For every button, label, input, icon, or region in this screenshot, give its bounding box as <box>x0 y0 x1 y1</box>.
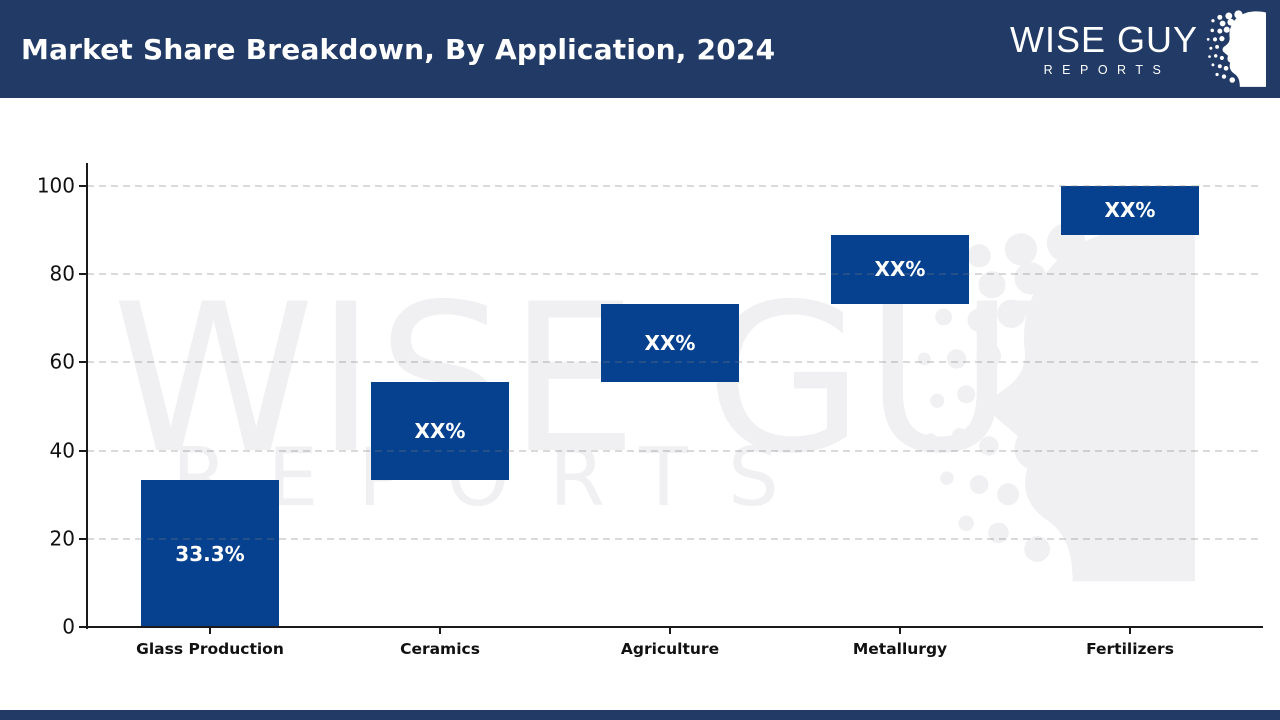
bar-value-label: XX% <box>414 418 466 443</box>
x-category-label: Agriculture <box>620 640 720 658</box>
y-tick-label: 20 <box>49 526 75 551</box>
bar-glass-production <box>141 480 279 627</box>
y-tick-mark <box>79 537 86 540</box>
y-tick-mark <box>79 273 86 276</box>
y-tick-mark <box>79 185 86 187</box>
logo-subtext: REPORTS <box>1043 62 1171 77</box>
x-tick-mark <box>899 627 901 634</box>
chart-title: Market Share Breakdown, By Application, … <box>21 32 776 66</box>
y-axis-spine <box>86 163 88 629</box>
y-tick-label: 40 <box>49 438 75 463</box>
y-tick-mark <box>79 626 86 628</box>
bar-metallurgy <box>831 234 969 304</box>
x-tick-mark <box>439 627 441 634</box>
x-tick-mark <box>1129 627 1131 634</box>
x-category-label: Glass Production <box>136 640 284 658</box>
header-bar: Market Share Breakdown, By Application, … <box>0 0 1280 98</box>
y-tick-label: 80 <box>49 261 75 286</box>
bar-ceramics <box>371 381 509 481</box>
x-tick-mark <box>209 627 211 634</box>
bar-fertilizers <box>1061 186 1199 235</box>
y-tick-label: 60 <box>49 349 75 374</box>
y-tick-label: 0 <box>62 614 75 639</box>
x-category-label: Fertilizers <box>1086 640 1174 658</box>
bar-value-label: XX% <box>874 257 926 282</box>
x-category-label: Metallurgy <box>852 640 948 658</box>
bar-value-label: XX% <box>1104 198 1156 223</box>
footer-bar <box>0 710 1280 720</box>
y-tick-label: 100 <box>36 173 75 198</box>
bar-agriculture <box>601 303 739 382</box>
x-category-label: Ceramics <box>400 640 480 658</box>
bar-value-label: 33.3% <box>175 541 245 566</box>
x-tick-mark <box>669 627 671 634</box>
x-axis-spine <box>86 626 1263 628</box>
y-tick-mark <box>79 361 86 364</box>
logo-wordmark: WISE GUY <box>1009 18 1198 60</box>
y-tick-mark <box>79 449 86 452</box>
bar-value-label: XX% <box>644 330 696 355</box>
wiseguy-logo: WISE GUY REPORTS <box>1010 0 1266 98</box>
